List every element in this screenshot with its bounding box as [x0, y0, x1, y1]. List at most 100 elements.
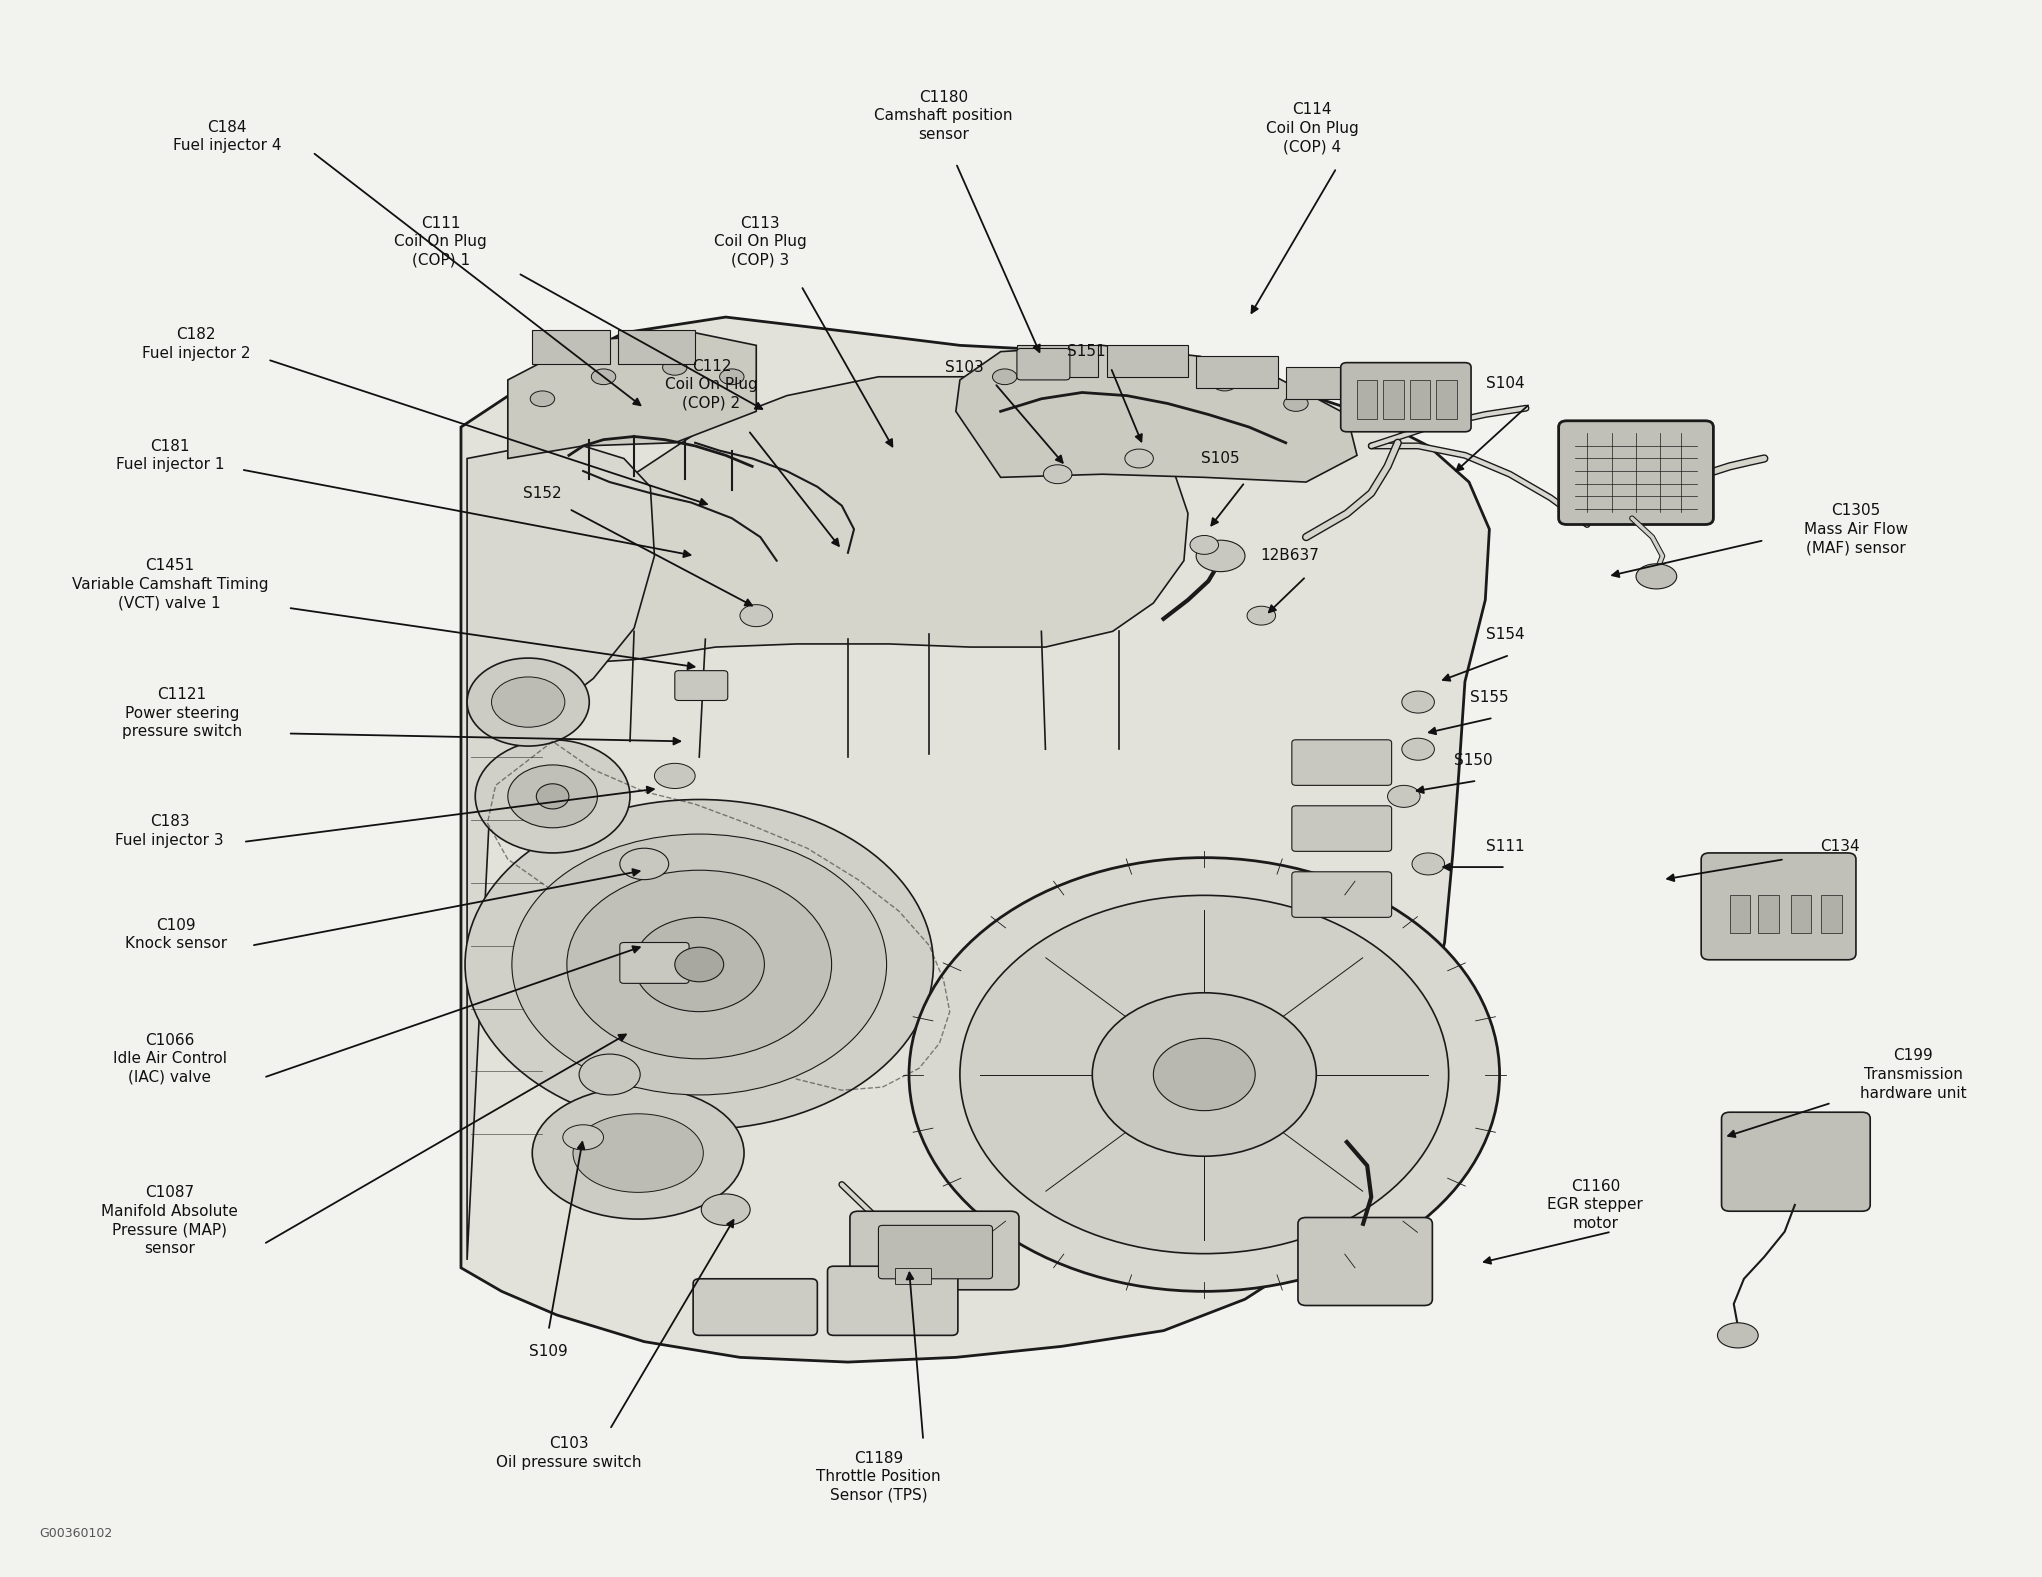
Text: C182
Fuel injector 2: C182 Fuel injector 2 — [143, 326, 251, 361]
Ellipse shape — [568, 871, 831, 1058]
Ellipse shape — [1401, 691, 1433, 713]
Text: S109: S109 — [529, 1344, 568, 1358]
Ellipse shape — [508, 765, 598, 828]
FancyBboxPatch shape — [878, 1225, 992, 1279]
Ellipse shape — [1125, 449, 1154, 468]
Ellipse shape — [531, 391, 555, 407]
Text: C103
Oil pressure switch: C103 Oil pressure switch — [496, 1437, 641, 1470]
FancyBboxPatch shape — [1409, 380, 1429, 419]
Text: S111: S111 — [1487, 839, 1525, 855]
Ellipse shape — [700, 1194, 749, 1225]
FancyBboxPatch shape — [1701, 853, 1856, 960]
Polygon shape — [570, 377, 1188, 662]
Ellipse shape — [992, 369, 1017, 385]
Ellipse shape — [533, 1087, 743, 1219]
Text: C1066
Idle Air Control
(IAC) valve: C1066 Idle Air Control (IAC) valve — [112, 1033, 227, 1085]
FancyBboxPatch shape — [1293, 806, 1393, 852]
FancyBboxPatch shape — [1821, 896, 1842, 934]
Text: S103: S103 — [945, 360, 984, 375]
FancyBboxPatch shape — [1017, 349, 1070, 380]
FancyBboxPatch shape — [1558, 421, 1713, 525]
Ellipse shape — [1401, 738, 1433, 760]
FancyBboxPatch shape — [1342, 363, 1470, 432]
Text: C181
Fuel injector 1: C181 Fuel injector 1 — [116, 438, 225, 472]
Text: S152: S152 — [523, 486, 562, 500]
Ellipse shape — [1054, 356, 1078, 372]
FancyBboxPatch shape — [827, 1266, 958, 1336]
Ellipse shape — [1190, 536, 1219, 555]
FancyBboxPatch shape — [533, 330, 611, 364]
Text: C1451
Variable Camshaft Timing
(VCT) valve 1: C1451 Variable Camshaft Timing (VCT) val… — [71, 558, 268, 610]
Ellipse shape — [513, 834, 886, 1094]
FancyBboxPatch shape — [849, 1211, 1019, 1290]
FancyBboxPatch shape — [1758, 896, 1779, 934]
Ellipse shape — [1154, 1038, 1256, 1110]
FancyBboxPatch shape — [1299, 1217, 1431, 1306]
Text: C134: C134 — [1819, 839, 1860, 855]
Ellipse shape — [574, 1113, 702, 1192]
Ellipse shape — [1197, 541, 1246, 571]
Text: C199
Transmission
hardware unit: C199 Transmission hardware unit — [1860, 1049, 1966, 1101]
Polygon shape — [461, 317, 1489, 1363]
Ellipse shape — [909, 858, 1499, 1292]
Ellipse shape — [1248, 606, 1276, 624]
Text: C1121
Power steering
pressure switch: C1121 Power steering pressure switch — [123, 688, 243, 740]
Text: C1087
Manifold Absolute
Pressure (MAP)
sensor: C1087 Manifold Absolute Pressure (MAP) s… — [102, 1186, 239, 1255]
Text: S104: S104 — [1487, 375, 1525, 391]
Text: C1305
Mass Air Flow
(MAF) sensor: C1305 Mass Air Flow (MAF) sensor — [1803, 503, 1907, 555]
Ellipse shape — [960, 896, 1448, 1254]
Text: S105: S105 — [1201, 451, 1239, 465]
Ellipse shape — [468, 658, 590, 746]
Ellipse shape — [1213, 375, 1237, 391]
FancyBboxPatch shape — [1286, 367, 1360, 399]
Text: S154: S154 — [1487, 628, 1525, 642]
FancyBboxPatch shape — [1436, 380, 1456, 419]
Text: S150: S150 — [1454, 752, 1493, 768]
Ellipse shape — [1284, 396, 1309, 412]
Text: G00360102: G00360102 — [39, 1527, 112, 1539]
FancyBboxPatch shape — [1730, 896, 1750, 934]
Ellipse shape — [537, 784, 570, 809]
Ellipse shape — [492, 677, 566, 727]
Ellipse shape — [1092, 994, 1317, 1156]
FancyBboxPatch shape — [674, 670, 727, 700]
Ellipse shape — [476, 740, 631, 853]
Text: C109
Knock sensor: C109 Knock sensor — [125, 918, 227, 951]
Text: 12B637: 12B637 — [1260, 549, 1319, 563]
Ellipse shape — [564, 1124, 604, 1150]
Ellipse shape — [1135, 360, 1160, 375]
Text: C114
Coil On Plug
(COP) 4: C114 Coil On Plug (COP) 4 — [1266, 103, 1358, 155]
Text: C113
Coil On Plug
(COP) 3: C113 Coil On Plug (COP) 3 — [715, 216, 807, 268]
FancyBboxPatch shape — [1197, 356, 1278, 388]
FancyBboxPatch shape — [619, 330, 694, 364]
Text: S151: S151 — [1066, 344, 1105, 360]
Polygon shape — [468, 446, 653, 1260]
Ellipse shape — [635, 918, 764, 1011]
Ellipse shape — [1043, 465, 1072, 484]
FancyBboxPatch shape — [1791, 896, 1811, 934]
Ellipse shape — [674, 948, 723, 982]
FancyBboxPatch shape — [1358, 380, 1378, 419]
Ellipse shape — [1636, 565, 1676, 588]
Ellipse shape — [580, 1053, 641, 1094]
FancyBboxPatch shape — [1384, 380, 1403, 419]
Ellipse shape — [719, 369, 743, 385]
FancyBboxPatch shape — [1107, 345, 1188, 377]
FancyBboxPatch shape — [1293, 872, 1393, 918]
FancyBboxPatch shape — [894, 1268, 931, 1284]
Ellipse shape — [592, 369, 617, 385]
FancyBboxPatch shape — [1721, 1112, 1870, 1211]
FancyBboxPatch shape — [1017, 345, 1099, 377]
Polygon shape — [956, 345, 1358, 483]
Ellipse shape — [1389, 785, 1419, 807]
Ellipse shape — [662, 360, 686, 375]
Text: C1160
EGR stepper
motor: C1160 EGR stepper motor — [1548, 1180, 1644, 1232]
Ellipse shape — [1717, 1323, 1758, 1348]
Text: C1180
Camshaft position
sensor: C1180 Camshaft position sensor — [874, 90, 1013, 142]
Text: C184
Fuel injector 4: C184 Fuel injector 4 — [172, 120, 282, 153]
Ellipse shape — [621, 848, 668, 880]
Text: C1189
Throttle Position
Sensor (TPS): C1189 Throttle Position Sensor (TPS) — [817, 1451, 941, 1503]
Text: C183
Fuel injector 3: C183 Fuel injector 3 — [116, 814, 225, 848]
Text: C112
Coil On Plug
(COP) 2: C112 Coil On Plug (COP) 2 — [666, 358, 758, 410]
FancyBboxPatch shape — [621, 943, 688, 984]
